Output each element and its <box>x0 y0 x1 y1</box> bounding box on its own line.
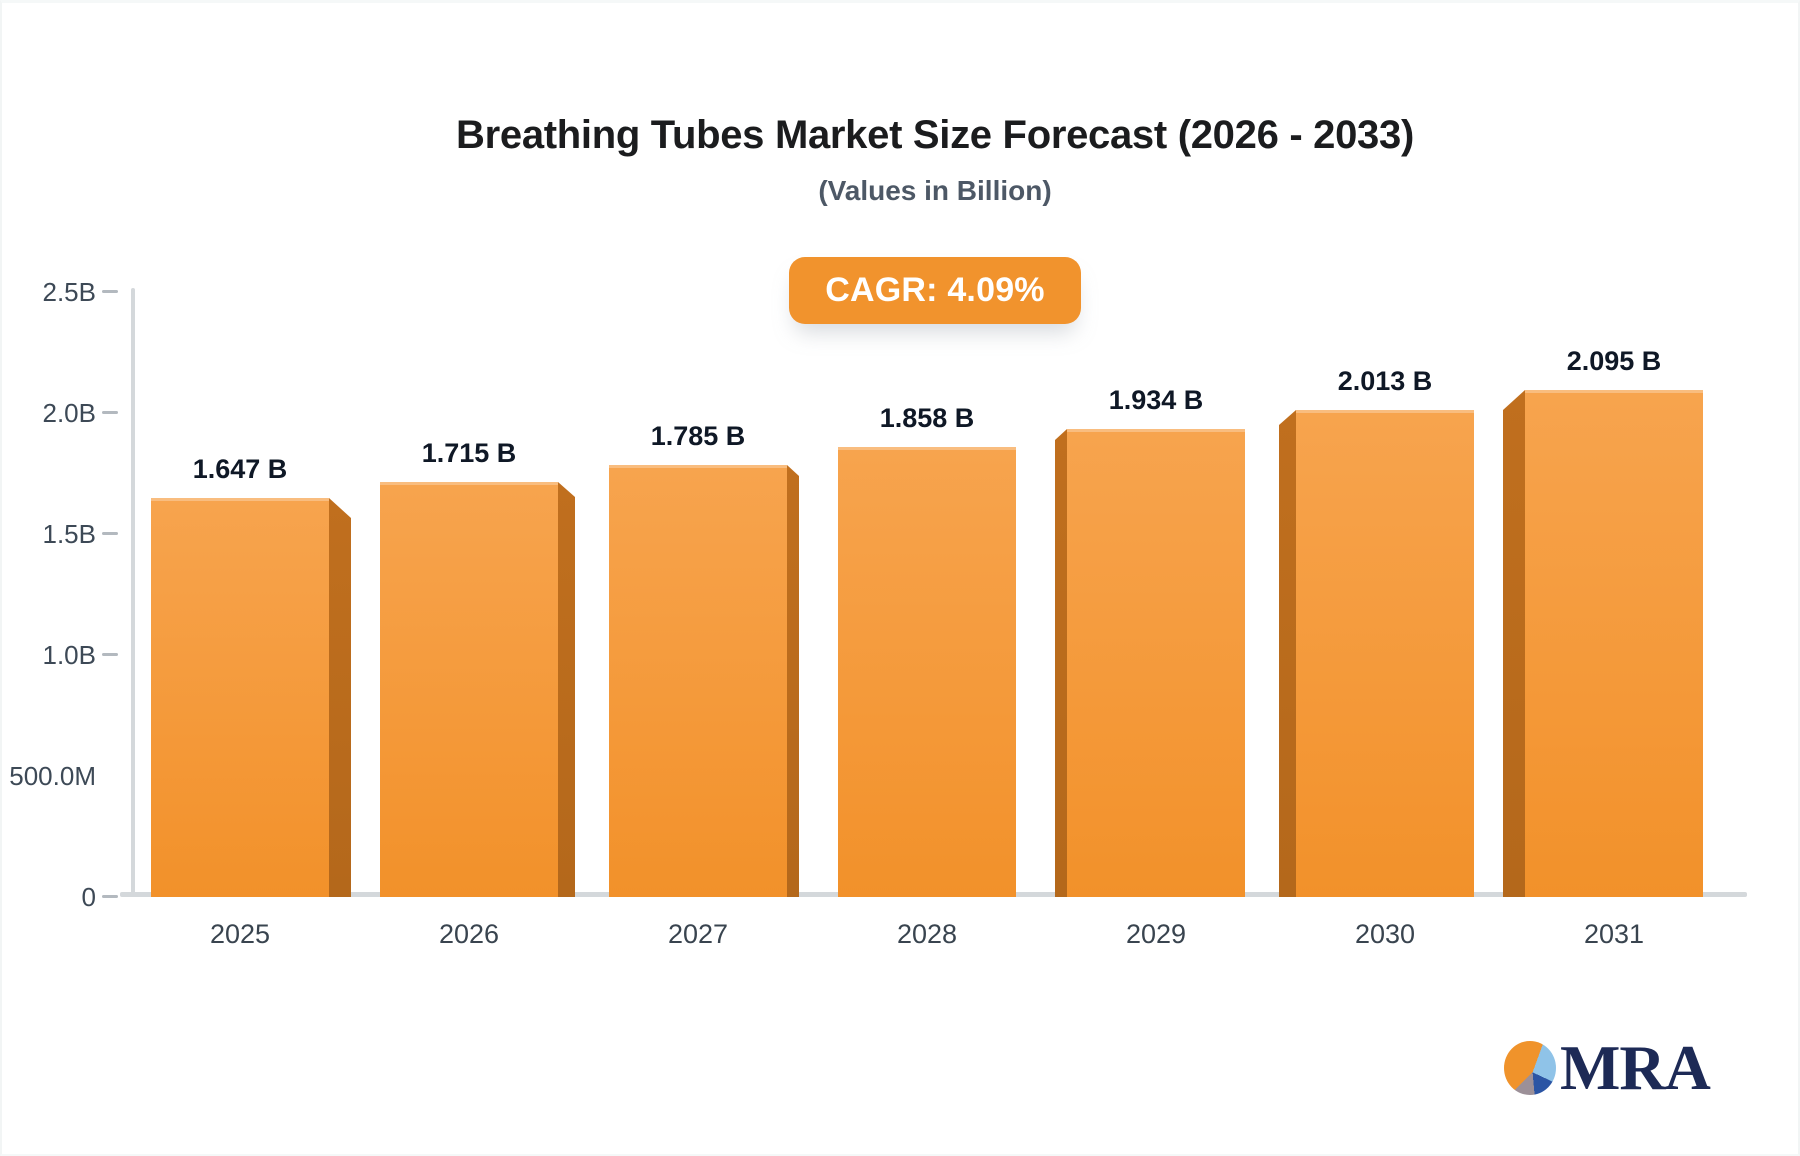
y-tick-dash <box>102 411 118 414</box>
y-tick-label: 500.0M <box>9 761 96 791</box>
chart-title: Breathing Tubes Market Size Forecast (20… <box>456 113 1414 157</box>
bar-group-2031: 2.095 B <box>1503 346 1703 897</box>
bar-group-2029: 1.934 B <box>1055 385 1245 897</box>
y-tick-label: 0 <box>81 882 96 912</box>
x-axis-label: 2028 <box>896 919 958 949</box>
cagr-badge: CAGR: 4.09% <box>789 257 1081 324</box>
y-tick-label: 1.5B <box>42 519 97 549</box>
y-tick-dash <box>102 653 118 656</box>
bar-value-label: 1.858 B <box>879 403 975 433</box>
bar-side-face <box>787 465 799 897</box>
bar-face <box>151 498 329 897</box>
bar-group-2026: 1.715 B <box>380 438 575 897</box>
x-axis-label: 2026 <box>438 919 500 949</box>
brand-logo: MRA <box>1504 1032 1711 1103</box>
y-tick-label: 1.0B <box>42 640 97 670</box>
bar-group-2025: 1.647 B <box>151 454 351 897</box>
logo-text: MRA <box>1560 1032 1711 1103</box>
x-axis-label: 2031 <box>1583 919 1645 949</box>
bar-side-face <box>1279 410 1296 897</box>
cagr-badge-wrapper: CAGR: 4.09% <box>72 257 1798 324</box>
x-axis-label: 2029 <box>1125 919 1187 949</box>
bar-value-label: 1.715 B <box>421 438 517 468</box>
y-tick-dash <box>102 532 118 535</box>
bar-chart-plot-area: 2.5B 2.0B 1.5B 1.0B 500.0M 0 1.647 B 2025 1.715 … <box>2 3 1798 1154</box>
y-tick-label: 2.0B <box>42 398 97 428</box>
x-axis-label: 2025 <box>209 919 271 949</box>
bar-value-label: 1.934 B <box>1108 385 1204 415</box>
bar-value-label: 1.647 B <box>192 454 288 484</box>
bar-side-face <box>558 482 575 897</box>
bar-face <box>1067 429 1245 897</box>
bar-group-2027: 1.785 B <box>609 421 799 897</box>
pie-chart-logo-icon <box>1504 1041 1556 1095</box>
y-tick-dash <box>102 895 118 898</box>
bar-value-label: 2.013 B <box>1337 366 1433 396</box>
bar-side-face <box>1055 429 1067 897</box>
bar-face <box>1525 390 1703 897</box>
bar-face <box>380 482 558 897</box>
bar-value-label: 1.785 B <box>650 421 746 451</box>
y-tick-dash <box>102 290 118 293</box>
bar-face <box>838 447 1016 897</box>
bar-group-2028: 1.858 B <box>838 403 1016 897</box>
y-tick-label: 2.5B <box>42 277 97 307</box>
bar-side-face <box>1503 390 1525 897</box>
bar-value-label: 2.095 B <box>1566 346 1662 376</box>
x-axis-label: 2027 <box>667 919 729 949</box>
bar-face <box>609 465 787 897</box>
bar-face <box>1296 410 1474 897</box>
y-axis-line <box>131 288 135 897</box>
bar-side-face <box>329 498 351 897</box>
chart-subtitle: (Values in Billion) <box>818 175 1052 206</box>
bar-group-2030: 2.013 B <box>1279 366 1474 897</box>
x-axis-label: 2030 <box>1354 919 1416 949</box>
